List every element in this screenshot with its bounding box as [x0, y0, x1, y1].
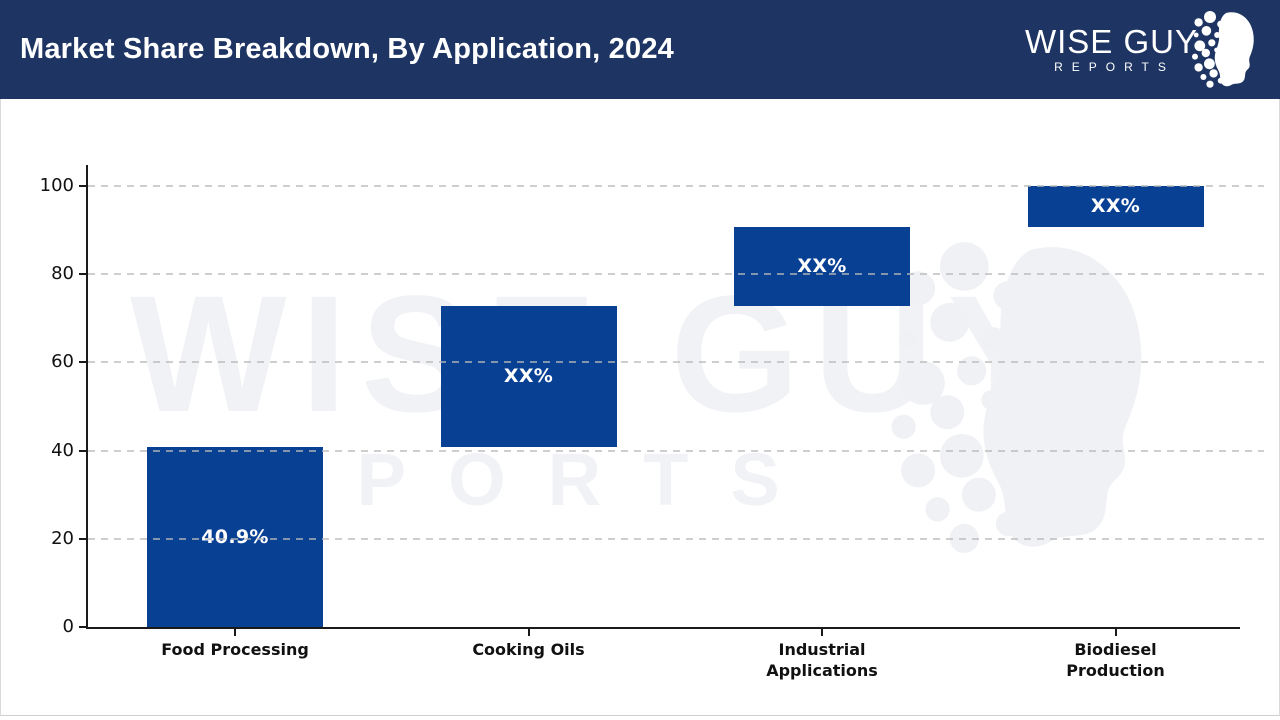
y-tick-label: 0 [62, 616, 74, 637]
brand-logo-text: WISE GUY REPORTS [1025, 25, 1198, 74]
gridline [88, 273, 1264, 276]
brand-face-icon [1188, 8, 1262, 92]
y-tick-label: 20 [51, 527, 74, 549]
y-tick-mark [79, 361, 88, 364]
y-tick-label: 40 [51, 439, 74, 461]
bar-cooking-oils: XX% [440, 305, 617, 447]
y-tick-mark [79, 537, 88, 540]
header-bar: Market Share Breakdown, By Application, … [0, 0, 1280, 99]
y-tick-label: 60 [51, 351, 74, 373]
x-tick-label: Cooking Oils [472, 640, 585, 659]
x-tick-mark [821, 628, 823, 636]
gridline [88, 449, 1264, 452]
gridline [88, 185, 1264, 187]
bar-value-label: XX% [1090, 195, 1141, 218]
y-tick-label: 100 [39, 175, 74, 196]
y-tick-mark [79, 626, 88, 628]
bar-industrial-applications: XX% [734, 226, 910, 306]
x-tick-label: Biodiesel Production [1066, 640, 1165, 680]
brand-subname: REPORTS [1054, 59, 1175, 74]
y-tick-mark [79, 449, 88, 452]
y-axis-line [86, 165, 88, 629]
gridline [88, 361, 1264, 364]
y-tick-mark [79, 273, 88, 276]
gridline [88, 537, 1264, 540]
bar-value-label: XX% [503, 365, 554, 388]
x-tick-mark [1114, 628, 1117, 636]
y-tick-label: 80 [51, 263, 74, 285]
bar-biodiesel-production: XX% [1027, 186, 1204, 227]
x-axis-line [86, 627, 1240, 629]
watermark-face-icon [878, 230, 1172, 570]
x-tick-mark [527, 628, 530, 636]
brand-name: WISE GUY [1024, 23, 1198, 61]
bar-value-label: XX% [797, 255, 847, 278]
x-tick-label: Food Processing [161, 640, 309, 659]
bar-value-label: 40.9% [201, 525, 269, 548]
page-title: Market Share Breakdown, By Application, … [20, 33, 674, 65]
brand-logo: WISE GUY REPORTS [1025, 8, 1262, 92]
bar-food-processing: 40.9% [147, 446, 323, 627]
y-tick-mark [79, 185, 88, 187]
x-tick-mark [234, 628, 236, 636]
x-tick-label: Industrial Applications [766, 640, 878, 680]
